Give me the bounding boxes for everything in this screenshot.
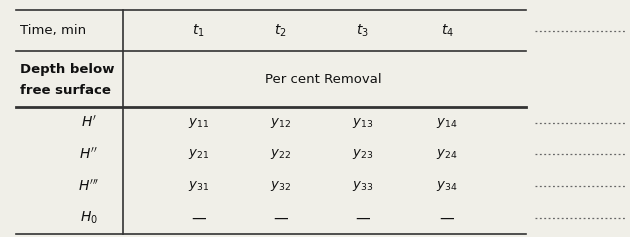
Text: Per cent Removal: Per cent Removal	[265, 73, 381, 86]
Text: $y_{32}$: $y_{32}$	[270, 179, 291, 193]
Text: $t_4$: $t_4$	[440, 23, 454, 39]
Text: Depth below: Depth below	[20, 63, 114, 76]
Text: —: —	[355, 210, 370, 226]
Text: $y_{33}$: $y_{33}$	[352, 179, 373, 193]
Text: free surface: free surface	[20, 84, 110, 97]
Text: —: —	[192, 210, 206, 226]
Text: $t_2$: $t_2$	[274, 23, 287, 39]
Text: $H''$: $H''$	[79, 147, 98, 162]
Text: $H'$: $H'$	[81, 115, 96, 130]
Text: $y_{22}$: $y_{22}$	[270, 147, 291, 161]
Text: $y_{23}$: $y_{23}$	[352, 147, 373, 161]
Text: —: —	[273, 210, 288, 226]
Text: $y_{12}$: $y_{12}$	[270, 116, 291, 130]
Text: $y_{11}$: $y_{11}$	[188, 116, 209, 130]
Text: $y_{34}$: $y_{34}$	[437, 179, 458, 193]
Text: $y_{13}$: $y_{13}$	[352, 116, 373, 130]
Text: —: —	[440, 210, 454, 226]
Text: Time, min: Time, min	[20, 24, 86, 37]
Text: $H'''$: $H'''$	[78, 179, 100, 194]
Text: $y_{24}$: $y_{24}$	[437, 147, 458, 161]
Text: $H_0$: $H_0$	[80, 210, 98, 226]
Text: $t_1$: $t_1$	[192, 23, 205, 39]
Text: $y_{14}$: $y_{14}$	[437, 116, 458, 130]
Text: $y_{21}$: $y_{21}$	[188, 147, 209, 161]
Text: $y_{31}$: $y_{31}$	[188, 179, 209, 193]
Text: $t_3$: $t_3$	[356, 23, 369, 39]
